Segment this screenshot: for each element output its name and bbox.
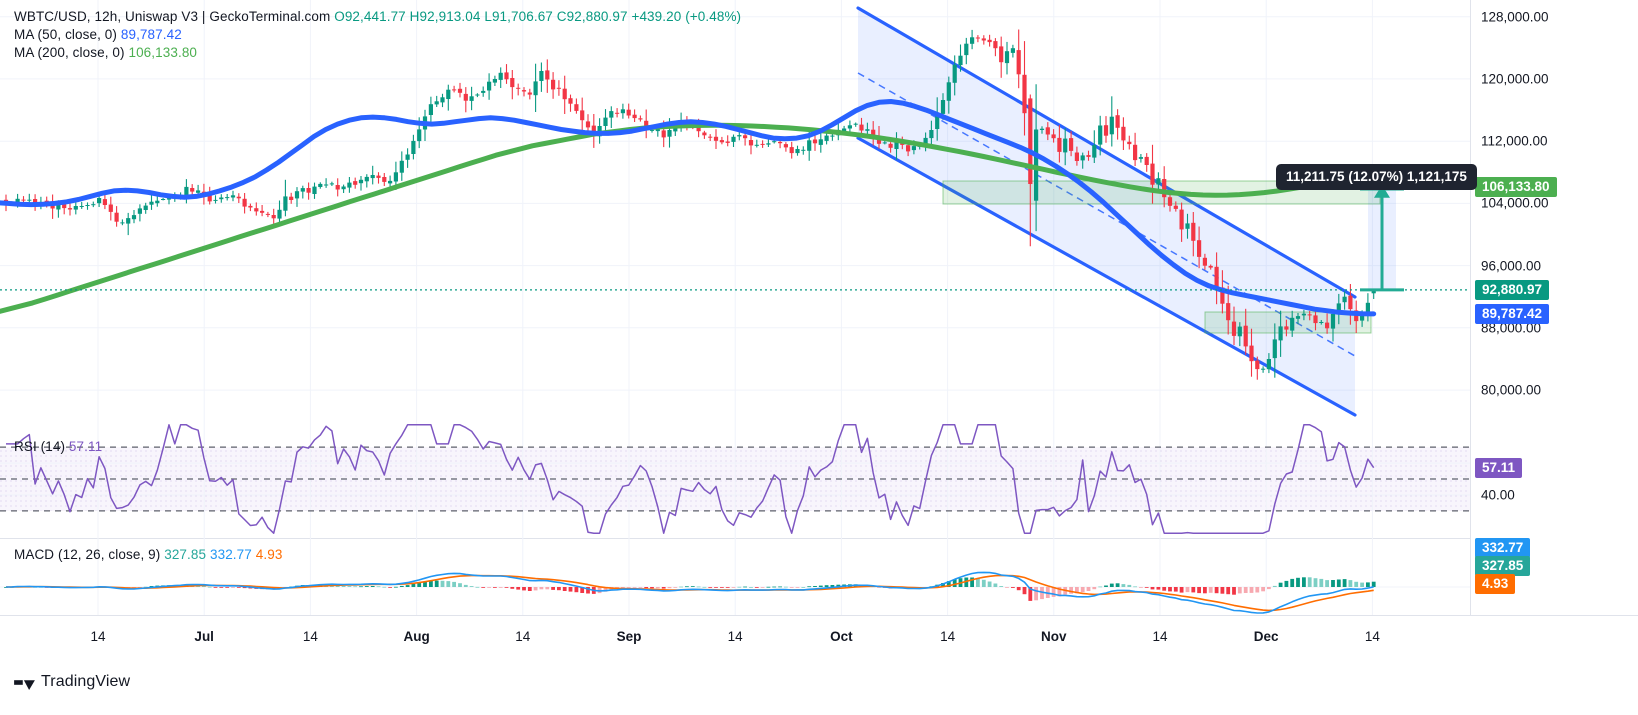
rsi-legend[interactable]: RSI (14) 57.11: [14, 438, 102, 455]
time-axis-tick: Jul: [194, 629, 214, 644]
price-axis-tick: 128,000.00: [1481, 9, 1549, 25]
measure-tooltip: 11,211.75 (12.07%) 1,121,175: [1276, 164, 1477, 190]
ma200-value: 106,133.80: [128, 45, 198, 60]
ma200-price-badge[interactable]: 106,133.80: [1475, 176, 1557, 197]
time-axis-tick: Nov: [1041, 629, 1067, 644]
rsi-value-badge[interactable]: 57.11: [1475, 457, 1523, 478]
time-axis-tick: 14: [90, 629, 106, 644]
ohlc-change: +439.20 (+0.48%): [631, 9, 742, 24]
time-axis-tick: 14: [1152, 629, 1168, 644]
ma50-label: MA (50, close, 0): [14, 27, 117, 42]
macd-plot: [0, 538, 1470, 615]
time-axis-tick: 14: [940, 629, 956, 644]
ma50-price-badge[interactable]: 89,787.42: [1475, 303, 1550, 324]
time-axis: 14 Jul 14 Aug 14 Sep 14 Oct 14 Nov 14 Dec 14: [0, 615, 1638, 663]
time-axis-tick: 14: [515, 629, 531, 644]
rsi-axis-tick: 40.00: [1481, 487, 1515, 503]
price-axis[interactable]: 128,000.00 120,000.00 112,000.00 104,000.00…: [1470, 0, 1638, 663]
ma200-legend[interactable]: MA (200, close, 0) 106,133.80: [14, 44, 197, 61]
time-axis-tick: Oct: [830, 629, 853, 644]
tradingview-logo-text: TradingView: [41, 673, 131, 690]
time-axis-pane[interactable]: 14 Jul 14 Aug 14 Sep 14 Oct 14 Nov 14 Dec 14: [0, 615, 1638, 663]
price-axis-tick: 112,000.00: [1481, 133, 1548, 149]
rsi-label: RSI (14): [14, 439, 66, 454]
macd-signal-value: 332.77: [209, 547, 252, 562]
price-axis-tick: 96,000.00: [1481, 258, 1542, 274]
ma200-label: MA (200, close, 0): [14, 45, 125, 60]
time-axis-tick: 14: [302, 629, 318, 644]
tradingview-logo[interactable]: TradingView: [14, 673, 130, 691]
time-axis-tick: Dec: [1253, 629, 1279, 644]
price-axis-tick: 120,000.00: [1481, 71, 1549, 87]
macd-value: 327.85: [164, 547, 207, 562]
time-axis-tick: 14: [1364, 629, 1380, 644]
macd-label: MACD (12, 26, close, 9): [14, 547, 161, 562]
price-pane[interactable]: WBTC/USD, 12h, Uniswap V3 | GeckoTermina…: [0, 0, 1638, 420]
symbol-title: WBTC/USD, 12h, Uniswap V3 | GeckoTermina…: [14, 9, 331, 24]
ohlc-high: H92,913.04: [409, 9, 481, 24]
rsi-pane[interactable]: RSI (14) 57.11: [0, 420, 1638, 538]
branding-pane: TradingView: [0, 663, 1638, 715]
macd-signal-badge[interactable]: 332.77: [1475, 538, 1531, 558]
price-axis-tick: 88,000.00: [1481, 320, 1542, 336]
time-axis-tick: Aug: [403, 629, 430, 644]
ohlc-low: L91,706.67: [484, 9, 553, 24]
last-price-badge[interactable]: 92,880.97: [1475, 279, 1550, 300]
macd-hist-badge[interactable]: 4.93: [1475, 574, 1516, 594]
price-axis-tick: 80,000.00: [1481, 382, 1542, 398]
macd-legend[interactable]: MACD (12, 26, close, 9) 327.85 332.77 4.…: [14, 546, 282, 563]
time-axis-tick: Sep: [616, 629, 642, 644]
price-axis-tick: 104,000.00: [1481, 195, 1549, 211]
price-plot: [0, 0, 1470, 420]
macd-pane[interactable]: MACD (12, 26, close, 9) 327.85 332.77 4.…: [0, 538, 1638, 615]
rsi-plot: [0, 420, 1470, 538]
time-axis-tick: 14: [727, 629, 743, 644]
ohlc-open: O92,441.77: [334, 9, 406, 24]
tradingview-mark-icon: [14, 679, 35, 690]
rsi-value: 57.11: [68, 439, 103, 454]
ma50-value: 89,787.42: [120, 27, 182, 42]
macd-value-badge[interactable]: 327.85: [1475, 556, 1531, 576]
ma50-legend[interactable]: MA (50, close, 0) 89,787.42: [14, 26, 182, 43]
macd-hist-value: 4.93: [255, 547, 283, 562]
ohlc-close: C92,880.97: [556, 9, 628, 24]
symbol-legend[interactable]: WBTC/USD, 12h, Uniswap V3 | GeckoTermina…: [14, 8, 741, 25]
